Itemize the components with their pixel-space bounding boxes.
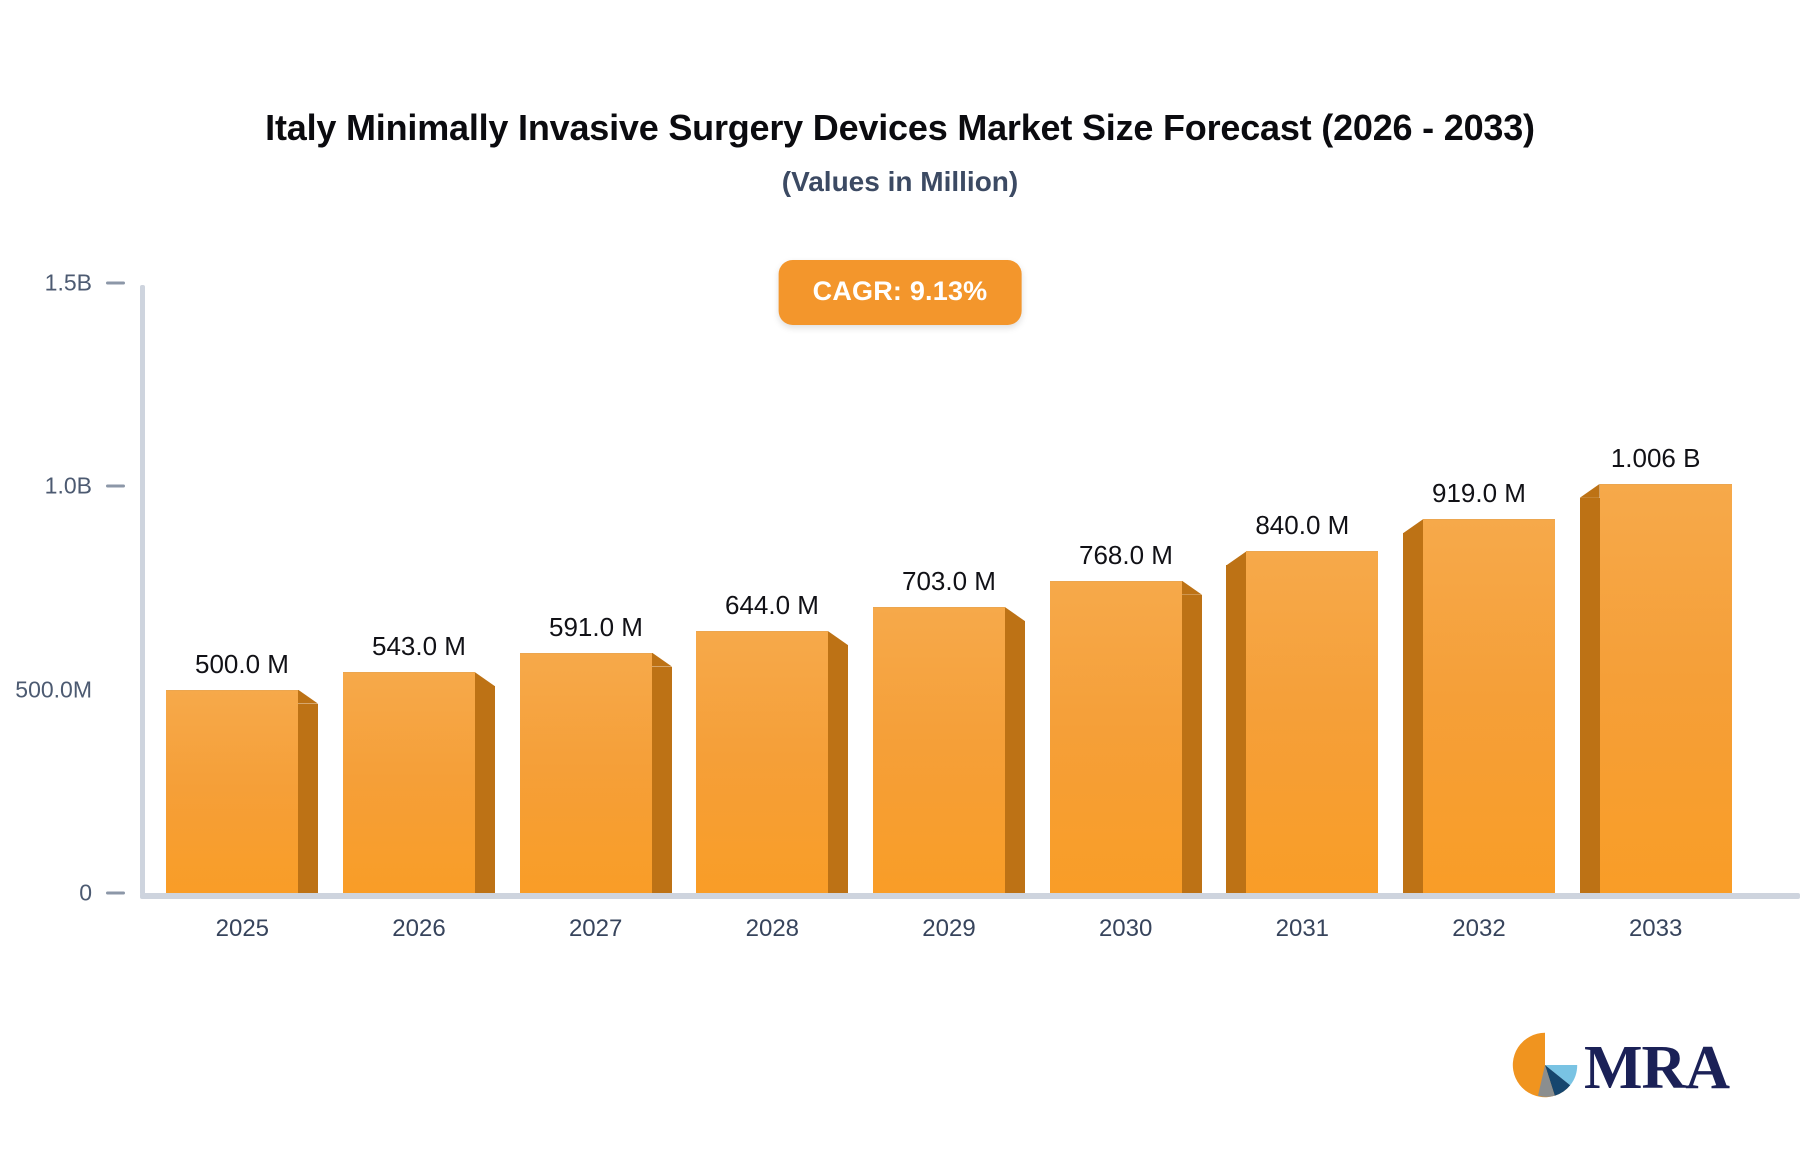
bar-side-face <box>1181 594 1202 893</box>
x-tick-label: 2028 <box>745 915 800 942</box>
page-title: Italy Minimally Invasive Surgery Devices… <box>265 107 1535 148</box>
bar-front-face <box>343 672 475 893</box>
bar[interactable]: 919.0 M <box>1403 478 1555 893</box>
bar[interactable]: 703.0 M <box>873 566 1025 893</box>
bar-side-face <box>1226 565 1247 893</box>
bar-front-face <box>1599 483 1732 893</box>
y-tick-label: 0 <box>79 879 92 906</box>
bar-value-label: 591.0 M <box>548 611 643 642</box>
bar[interactable]: 500.0 M <box>166 649 319 893</box>
y-tick-label: 1.0B <box>44 472 92 499</box>
bar-chamfer <box>1579 483 1600 498</box>
bar-chamfer <box>1403 519 1423 534</box>
bar-chamfer <box>828 631 848 645</box>
cagr-badge: CAGR: 9.13% <box>778 260 1022 325</box>
x-tick-label: 2031 <box>1275 915 1330 942</box>
title-block: Italy Minimally Invasive Surgery Devices… <box>0 107 1800 198</box>
x-tick-label: 2033 <box>1628 915 1683 942</box>
y-tick-label: 500.0M <box>15 676 92 703</box>
bar-value-label: 768.0 M <box>1078 539 1173 570</box>
bar-value-label: 703.0 M <box>902 566 996 597</box>
y-tick-label: 1.5B <box>44 269 92 296</box>
bar-side-face <box>651 666 672 893</box>
x-tick-label: 2029 <box>922 915 976 942</box>
plot-area: 1.5B 1.0B 500.0M 0 500.0 M 543.0 M 591.0 M 644… <box>15 270 1800 942</box>
bar[interactable]: 543.0 M <box>343 631 495 893</box>
logo-text: MRA <box>1584 1033 1730 1102</box>
bar-side-face <box>1005 621 1025 893</box>
bar-value-label: 919.0 M <box>1432 478 1526 509</box>
bar-side-face <box>828 645 849 893</box>
x-tick-label: 2027 <box>568 915 623 942</box>
bar[interactable]: 768.0 M <box>1049 540 1202 893</box>
y-axis-line <box>140 285 145 895</box>
y-tick: 500.0M <box>0 676 125 703</box>
bar-side-face <box>298 703 319 893</box>
bar-front-face <box>1246 551 1379 893</box>
bar-chamfer <box>298 690 318 704</box>
bar-value-label: 840.0 M <box>1255 510 1350 541</box>
bar-front-face <box>166 689 299 893</box>
y-tick-dash <box>106 891 125 895</box>
y-tick: 1.0B <box>0 473 125 500</box>
bar-front-face <box>1049 580 1182 893</box>
bar-chamfer <box>1182 581 1202 595</box>
bar-chamfer <box>652 653 672 667</box>
bar-chamfer <box>1005 607 1025 621</box>
bar-front-face <box>696 631 829 893</box>
bar-value-label: 1.006 B <box>1610 442 1701 473</box>
mra-logo: MRA <box>1510 1030 1730 1105</box>
y-tick-dash <box>106 484 125 488</box>
bar-side-face <box>1579 497 1600 893</box>
x-axis-line <box>140 893 1800 899</box>
bar-value-label: 644.0 M <box>725 590 820 621</box>
bar-value-label: 500.0 M <box>195 648 290 679</box>
y-tick-dash <box>106 281 125 285</box>
bar-value-label: 543.0 M <box>372 631 466 662</box>
x-tick-label: 2025 <box>215 915 270 942</box>
bar-front-face <box>1423 519 1555 893</box>
x-tick-label: 2030 <box>1098 915 1153 942</box>
bar[interactable]: 644.0 M <box>696 590 849 893</box>
bar-side-face <box>1403 533 1423 893</box>
bar[interactable]: 840.0 M <box>1226 510 1379 893</box>
x-tick-label: 2026 <box>392 915 446 942</box>
chart-subtitle: (Values in Million) <box>781 166 1019 198</box>
y-tick: 0 <box>0 880 125 907</box>
bar-chamfer <box>1226 551 1247 566</box>
bar-front-face <box>873 607 1005 893</box>
pie-chart-icon <box>1510 1030 1580 1105</box>
bar[interactable]: 591.0 M <box>519 612 672 893</box>
x-tick-label: 2032 <box>1452 915 1506 942</box>
bar-chamfer <box>475 672 495 686</box>
bar-front-face <box>519 652 652 893</box>
bar[interactable]: 1.006 B <box>1579 443 1732 893</box>
bar-side-face <box>475 686 495 893</box>
y-tick: 1.5B <box>0 270 125 297</box>
